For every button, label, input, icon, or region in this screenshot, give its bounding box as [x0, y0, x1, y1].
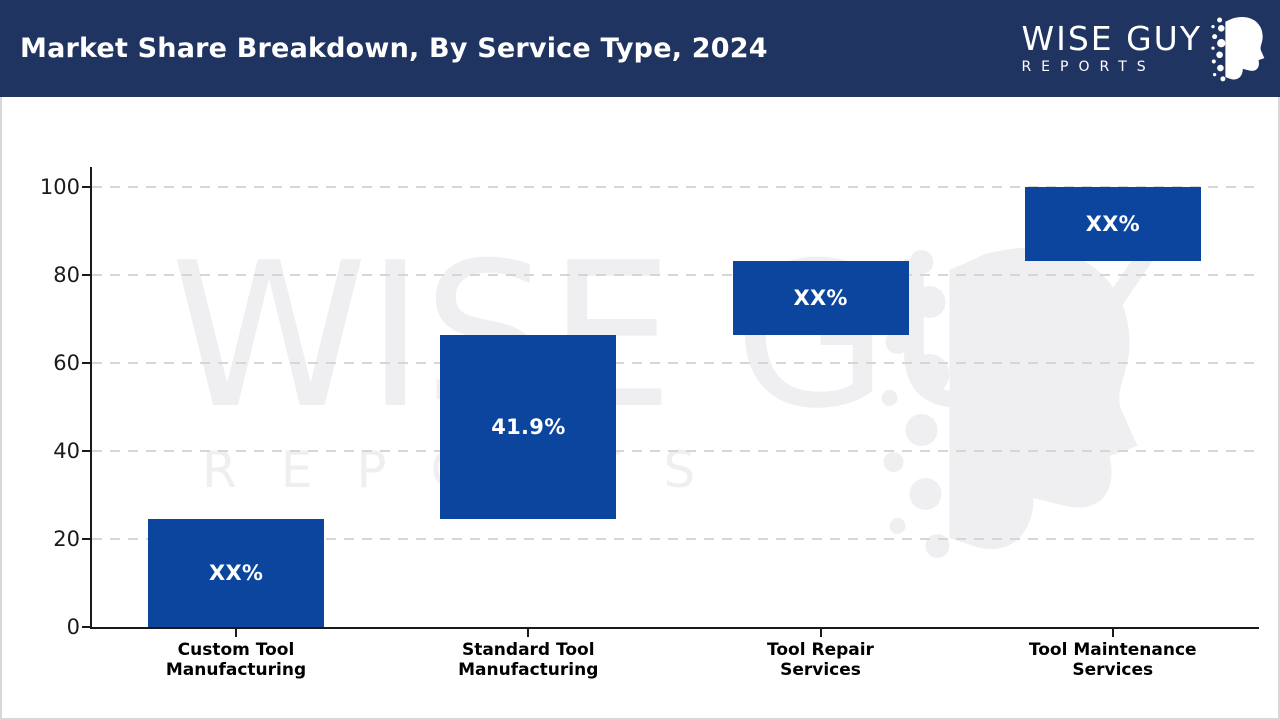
x-tick-mark: [235, 629, 238, 637]
x-axis-category-label: Tool Maintenance Services: [967, 640, 1259, 680]
y-axis-line: [90, 167, 92, 629]
x-tick-mark: [819, 629, 822, 637]
bar-tool-repair: XX%: [732, 260, 909, 335]
category-label-line1: Tool Maintenance: [1028, 640, 1197, 660]
chart-title: Market Share Breakdown, By Service Type,…: [20, 33, 768, 64]
category-label-line2: Manufacturing: [165, 659, 307, 680]
bar-standard-tool: 41.9%: [440, 334, 617, 520]
x-tick-mark: [1111, 629, 1114, 637]
gridline: [92, 274, 1257, 276]
bar-value-label: XX%: [1085, 211, 1141, 236]
header-banner: Market Share Breakdown, By Service Type,…: [0, 0, 1280, 97]
brand-logo: WISE GUY REPORTS: [1021, 10, 1266, 88]
x-axis-category-label: Tool Repair Services: [675, 640, 967, 680]
y-tick-mark: [82, 538, 90, 540]
bar-value-label: XX%: [208, 561, 264, 586]
y-tick-label: 100: [39, 175, 80, 199]
bar-tool-maintenance: XX%: [1024, 187, 1201, 261]
y-tick-mark: [82, 362, 90, 364]
gridline: [92, 362, 1257, 364]
y-tick-mark: [82, 274, 90, 276]
category-label-line1: Tool Repair: [767, 640, 874, 660]
y-tick-label: 40: [53, 439, 80, 463]
category-label-line2: Services: [1072, 659, 1154, 680]
category-label-line2: Services: [780, 659, 861, 680]
x-axis-category-label: Custom Tool Manufacturing: [90, 640, 382, 680]
category-label-line1: Standard Tool: [461, 640, 595, 660]
y-tick-mark: [82, 450, 90, 452]
gridline: [92, 186, 1257, 188]
bar-value-label: 41.9%: [491, 415, 566, 439]
plot-area: 0 20 40 60 80 100 XX% Custom Tool Manufacturing 4…: [40, 167, 1259, 679]
bar-custom-tool: XX%: [148, 519, 325, 627]
gridline: [92, 450, 1257, 452]
bar-value-label: XX%: [793, 285, 848, 310]
y-tick-label: 80: [53, 263, 80, 287]
y-tick-label: 0: [66, 615, 80, 639]
watermark-head-icon: [881, 247, 1138, 558]
category-label-line1: Custom Tool: [177, 640, 295, 660]
category-label-line2: Manufacturing: [458, 659, 599, 680]
gridline: [92, 538, 1257, 540]
y-tick-label: 20: [53, 527, 80, 551]
brand-name: WISE GUY: [1021, 19, 1202, 59]
brand-head-icon: [1211, 16, 1265, 81]
x-axis-category-label: Standard Tool Manufacturing: [382, 640, 674, 680]
y-tick-mark: [82, 186, 90, 188]
x-axis-line: [90, 627, 1259, 629]
y-tick-label: 60: [53, 351, 80, 375]
x-tick-mark: [527, 629, 530, 637]
brand-subname: REPORTS: [1021, 58, 1156, 75]
y-tick-mark: [82, 626, 90, 628]
